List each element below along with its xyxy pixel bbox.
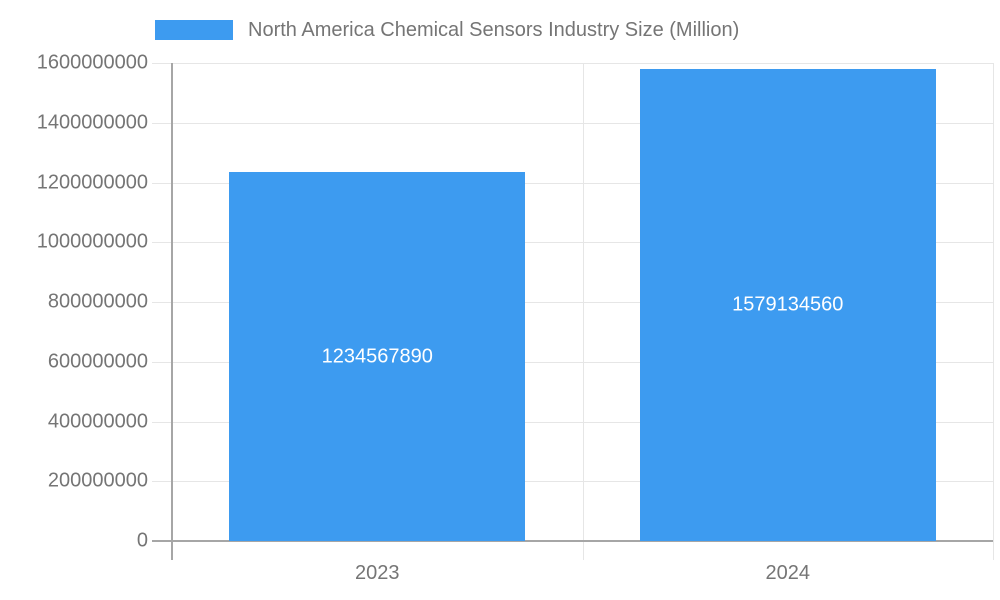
bar[interactable] <box>639 69 936 541</box>
y-gridline <box>152 122 993 124</box>
y-tick-label: 400000000 <box>47 410 148 432</box>
y-tick-label: 1000000000 <box>36 230 148 253</box>
y-gridline <box>152 242 993 244</box>
y-gridline <box>152 421 993 423</box>
y-tick-label: 1200000000 <box>36 171 148 193</box>
y-gridline <box>152 361 993 363</box>
y-gridline <box>152 481 993 483</box>
y-gridline <box>152 63 993 64</box>
y-tick-label: 600000000 <box>47 350 148 373</box>
category-separator-line <box>582 63 584 560</box>
legend-swatch <box>155 20 233 40</box>
y-gridline <box>152 182 993 184</box>
y-tick-label: 1400000000 <box>36 111 148 134</box>
bar-value-label: 1234567890 <box>321 345 433 368</box>
legend: North America Chemical Sensors Industry … <box>155 16 739 44</box>
bar[interactable] <box>229 172 526 541</box>
y-gridline <box>152 302 993 303</box>
y-axis-line <box>171 63 173 560</box>
bar-value-label: 1579134560 <box>732 293 844 316</box>
x-tick-label: 2024 <box>765 562 811 584</box>
x-axis-baseline <box>152 540 993 542</box>
y-tick-label: 200000000 <box>47 469 148 492</box>
y-tick-label: 1600000000 <box>36 51 148 74</box>
legend-title: North America Chemical Sensors Industry … <box>248 18 740 41</box>
y-tick-label: 0 <box>136 529 148 552</box>
x-tick-label: 2023 <box>355 562 400 584</box>
category-separator-line <box>993 63 994 560</box>
y-tick-label: 800000000 <box>47 290 148 313</box>
